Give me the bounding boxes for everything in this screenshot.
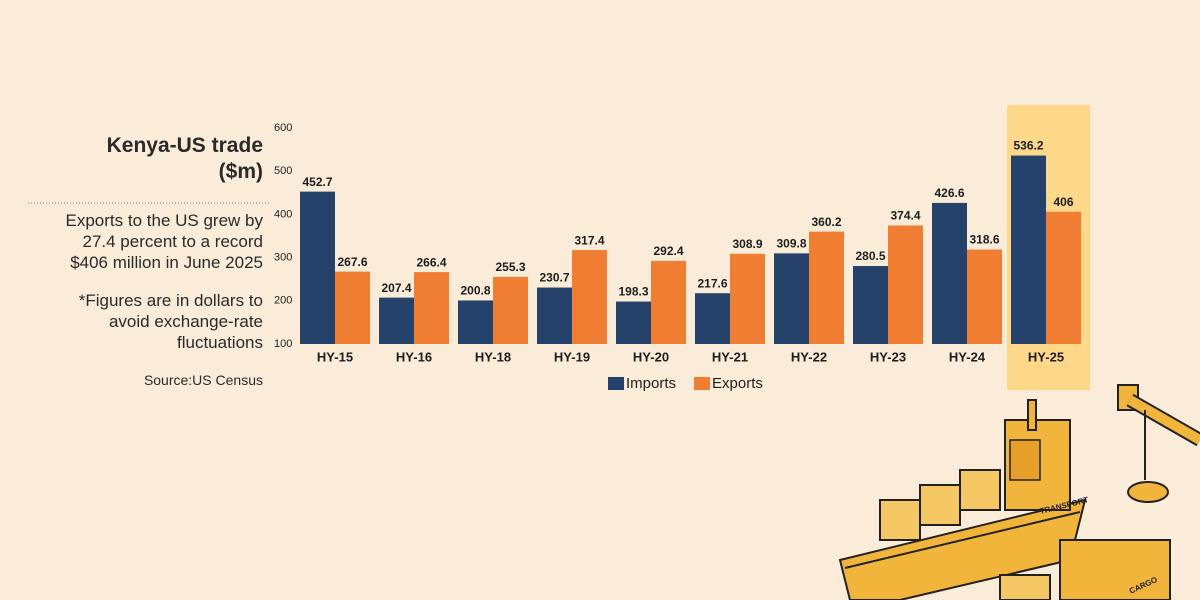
note-line: fluctuations bbox=[177, 333, 263, 352]
bar bbox=[967, 249, 1002, 344]
bar bbox=[730, 253, 765, 344]
value-label: 200.8 bbox=[460, 284, 490, 298]
value-label: 266.4 bbox=[416, 255, 446, 269]
description-line: 27.4 percent to a record bbox=[82, 232, 263, 251]
bar bbox=[651, 260, 686, 344]
value-label: 217.6 bbox=[697, 276, 727, 290]
bar bbox=[1011, 155, 1046, 344]
legend-swatch bbox=[694, 377, 711, 390]
value-label: 360.2 bbox=[811, 215, 841, 229]
x-tick-label: HY-23 bbox=[870, 349, 906, 364]
y-tick-label: 100 bbox=[274, 338, 292, 350]
value-label: 309.8 bbox=[776, 237, 806, 251]
bar bbox=[809, 231, 844, 344]
legend-label: Imports bbox=[626, 375, 676, 392]
x-tick-label: HY-16 bbox=[396, 349, 432, 364]
value-label: 406 bbox=[1053, 195, 1073, 209]
description-line: Exports to the US grew by bbox=[65, 211, 263, 230]
bar bbox=[616, 301, 651, 344]
bar bbox=[335, 271, 370, 344]
bar bbox=[888, 225, 923, 344]
chart-title: Kenya-US trade bbox=[106, 134, 263, 157]
y-tick-label: 600 bbox=[274, 122, 292, 134]
bar bbox=[1046, 211, 1081, 344]
bar bbox=[493, 276, 528, 344]
bar bbox=[537, 287, 572, 344]
x-tick-label: HY-19 bbox=[554, 349, 590, 364]
y-tick-label: 300 bbox=[274, 252, 292, 264]
bar bbox=[458, 300, 493, 344]
value-label: 230.7 bbox=[539, 271, 569, 285]
bar bbox=[572, 250, 607, 344]
value-label: 255.3 bbox=[495, 260, 525, 274]
bar bbox=[414, 272, 449, 344]
legend-label: Exports bbox=[712, 375, 763, 392]
value-label: 374.4 bbox=[890, 209, 920, 223]
y-tick-label: 400 bbox=[274, 208, 292, 220]
x-tick-label: HY-25 bbox=[1028, 349, 1064, 364]
y-tick-label: 500 bbox=[274, 165, 292, 177]
legend-swatch bbox=[608, 377, 624, 390]
value-label: 317.4 bbox=[574, 233, 604, 247]
value-label: 536.2 bbox=[1013, 139, 1043, 153]
y-tick-label: 200 bbox=[274, 295, 292, 307]
value-label: 292.4 bbox=[653, 244, 683, 258]
description-line: $406 million in June 2025 bbox=[70, 253, 263, 272]
bar bbox=[300, 191, 335, 344]
x-tick-label: HY-21 bbox=[712, 349, 748, 364]
bar bbox=[695, 293, 730, 344]
bar bbox=[853, 266, 888, 344]
x-tick-label: HY-22 bbox=[791, 349, 827, 364]
bar bbox=[774, 253, 809, 344]
value-label: 308.9 bbox=[732, 237, 762, 251]
note: *Figures are in dollars to avoid exchange… bbox=[79, 290, 263, 353]
bar bbox=[379, 297, 414, 344]
source: Source:US Census bbox=[143, 372, 263, 388]
value-label: 267.6 bbox=[337, 255, 367, 269]
note-line: *Figures are in dollars to bbox=[78, 291, 263, 310]
note-line: avoid exchange-rate bbox=[108, 312, 263, 331]
x-tick-label: HY-15 bbox=[317, 349, 353, 364]
description: Exports to the US grew by 27.4 percent to… bbox=[66, 210, 263, 273]
value-label: 318.6 bbox=[969, 233, 999, 247]
value-label: 207.4 bbox=[381, 281, 411, 295]
value-label: 198.3 bbox=[618, 285, 648, 299]
x-tick-label: HY-18 bbox=[475, 349, 511, 364]
value-label: 452.7 bbox=[302, 175, 332, 189]
bar bbox=[932, 202, 967, 344]
x-tick-label: HY-24 bbox=[949, 349, 986, 364]
unit-label: ($m) bbox=[218, 160, 263, 183]
value-label: 426.6 bbox=[934, 186, 964, 200]
x-tick-label: HY-20 bbox=[633, 349, 669, 364]
value-label: 280.5 bbox=[855, 249, 885, 263]
